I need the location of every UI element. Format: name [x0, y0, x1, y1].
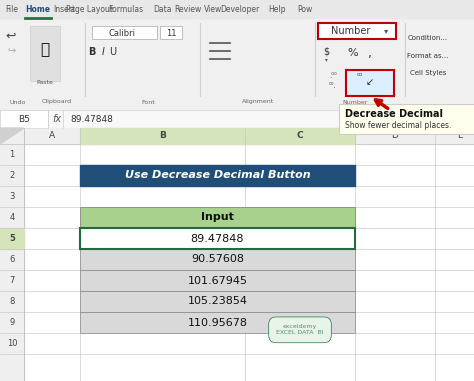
Bar: [80, 291, 355, 312]
Text: ↙: ↙: [366, 77, 374, 87]
Text: 2: 2: [9, 171, 15, 180]
Bar: [0, 128, 474, 144]
Text: fx: fx: [53, 114, 62, 124]
Text: %: %: [348, 48, 358, 58]
Text: Review: Review: [174, 5, 201, 13]
Text: A: A: [49, 131, 55, 141]
Text: 90.57608: 90.57608: [191, 255, 244, 264]
Text: B5: B5: [18, 115, 30, 123]
Text: 5: 5: [9, 234, 15, 243]
Text: ⁰⁰.: ⁰⁰.: [329, 83, 337, 89]
Text: Paste: Paste: [36, 80, 54, 85]
Text: Alignment: Alignment: [242, 99, 274, 104]
Text: 10: 10: [7, 339, 17, 348]
Text: File: File: [6, 5, 18, 13]
Text: ▾: ▾: [325, 58, 328, 62]
Text: Page Layout: Page Layout: [66, 5, 113, 13]
Text: ,: ,: [368, 46, 372, 59]
Bar: [0, 0, 474, 18]
Text: Developer: Developer: [220, 5, 260, 13]
Polygon shape: [0, 128, 24, 144]
Text: C: C: [297, 131, 303, 141]
Text: $: $: [323, 46, 329, 56]
Text: ↩: ↩: [6, 29, 16, 43]
Bar: [346, 70, 394, 96]
Text: 4: 4: [9, 213, 15, 222]
Bar: [80, 249, 355, 270]
Text: Use Decrease Decimal Button: Use Decrease Decimal Button: [125, 171, 310, 181]
Text: 11: 11: [166, 29, 176, 37]
Bar: [80, 270, 355, 291]
Text: .⁰⁰: .⁰⁰: [329, 73, 337, 79]
Text: Show fewer decimal places.: Show fewer decimal places.: [345, 120, 451, 130]
Bar: [0, 110, 474, 128]
Text: Pow: Pow: [297, 5, 313, 13]
Text: I: I: [101, 47, 104, 57]
Bar: [0, 228, 24, 249]
Text: Number: Number: [342, 99, 368, 104]
Text: ↪: ↪: [7, 46, 15, 56]
Text: 110.95678: 110.95678: [188, 317, 247, 328]
Text: View: View: [204, 5, 222, 13]
Bar: [0, 128, 24, 381]
Text: Undo: Undo: [10, 99, 26, 104]
Text: ▾: ▾: [384, 27, 388, 35]
Text: Format as...: Format as...: [407, 53, 449, 59]
Text: 8: 8: [9, 297, 15, 306]
Bar: [80, 228, 355, 249]
Text: Font: Font: [141, 99, 155, 104]
Bar: [0, 128, 474, 381]
Bar: [30, 26, 60, 81]
Bar: [92, 26, 157, 39]
Bar: [80, 165, 355, 186]
Bar: [80, 228, 355, 249]
Bar: [0, 110, 48, 128]
Bar: [80, 128, 245, 144]
Text: Home: Home: [26, 5, 51, 13]
Text: 105.23854: 105.23854: [188, 296, 247, 306]
Text: B: B: [88, 47, 96, 57]
Text: U: U: [109, 47, 117, 57]
Bar: [80, 312, 355, 333]
FancyBboxPatch shape: [339, 104, 474, 134]
Text: 📋: 📋: [40, 43, 50, 58]
Text: Condition...: Condition...: [408, 35, 448, 41]
Text: Number: Number: [331, 26, 371, 36]
Text: 1: 1: [9, 150, 15, 159]
Text: 89.47848: 89.47848: [70, 115, 113, 123]
Text: Data: Data: [154, 5, 172, 13]
Text: Help: Help: [268, 5, 286, 13]
Bar: [318, 23, 396, 39]
Text: Clipboard: Clipboard: [42, 99, 72, 104]
Text: B: B: [159, 131, 166, 141]
Bar: [0, 0, 474, 110]
Text: 89.47848: 89.47848: [191, 234, 244, 243]
Text: 101.67945: 101.67945: [188, 275, 247, 285]
Bar: [80, 207, 355, 228]
Text: 9: 9: [9, 318, 15, 327]
Text: 6: 6: [9, 255, 15, 264]
Bar: [245, 128, 355, 144]
Text: Cell Styles: Cell Styles: [410, 70, 446, 76]
Text: 7: 7: [9, 276, 15, 285]
Text: Input: Input: [201, 213, 234, 223]
Text: Formulas: Formulas: [109, 5, 144, 13]
Text: ⁰⁰: ⁰⁰: [357, 72, 363, 80]
Text: E: E: [457, 131, 463, 141]
Text: Insert: Insert: [53, 5, 75, 13]
Text: Calibri: Calibri: [109, 29, 136, 37]
Text: Decrease Decimal: Decrease Decimal: [345, 109, 443, 119]
Text: exceldemy
EXCEL DATA  BI: exceldemy EXCEL DATA BI: [276, 325, 324, 335]
Text: 3: 3: [9, 192, 15, 201]
Bar: [160, 26, 182, 39]
Text: D: D: [392, 131, 399, 141]
